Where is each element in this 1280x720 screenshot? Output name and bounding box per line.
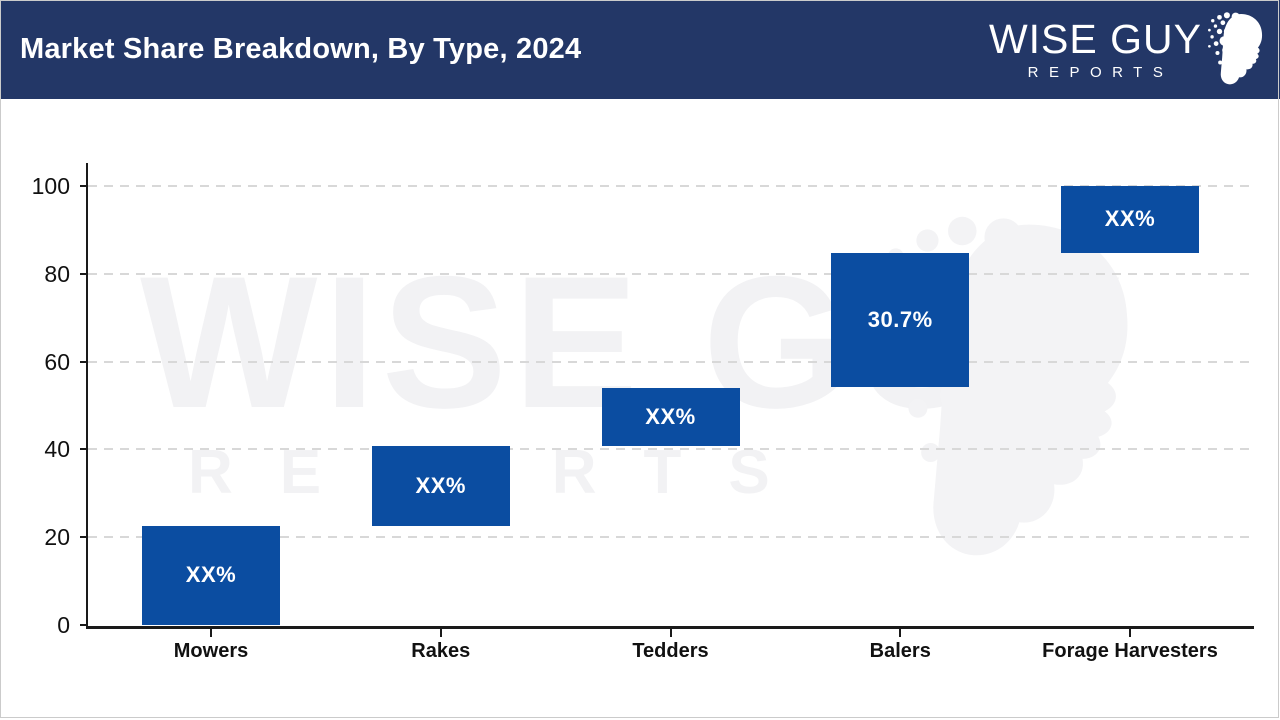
- y-axis-tick: [80, 185, 88, 187]
- x-category-label: Tedders: [632, 640, 709, 662]
- y-axis-tick: [80, 624, 88, 626]
- y-tick-label: 60: [44, 348, 70, 375]
- x-axis-tick: [1129, 629, 1131, 637]
- x-axis-tick: [439, 629, 442, 637]
- y-axis-line: [86, 163, 88, 629]
- bar-value-label: XX%: [1104, 206, 1156, 232]
- x-axis-tick: [210, 629, 212, 637]
- y-tick-label: 80: [44, 260, 70, 287]
- bar-value-label: XX%: [645, 403, 696, 429]
- gridline: [88, 448, 1254, 451]
- logo-wordmark: WISE GUY REPORTS: [988, 16, 1202, 82]
- chart-title: Market Share Breakdown, By Type, 2024: [20, 33, 582, 65]
- bar-value-label: XX%: [185, 562, 237, 588]
- y-axis-tick: [80, 360, 88, 363]
- x-axis-tick: [899, 629, 902, 637]
- x-category-label: Mowers: [173, 640, 249, 662]
- header-bar: Market Share Breakdown, By Type, 2024 WI…: [0, 0, 1280, 99]
- x-category-label: Balers: [869, 640, 931, 662]
- bar-rakes: XX%: [371, 446, 510, 526]
- x-category-label: Forage Harvesters: [1042, 640, 1218, 662]
- bar-value-label: XX%: [415, 473, 466, 499]
- y-tick-label: 0: [57, 612, 70, 638]
- x-axis-tick: [669, 629, 672, 637]
- gridline: [88, 185, 1254, 187]
- x-axis-line: [86, 626, 1254, 629]
- logo-wordmark-line1: WISE GUY: [988, 16, 1202, 62]
- y-axis-tick: [80, 448, 88, 451]
- logo-wordmark-line2: REPORTS: [1027, 64, 1174, 81]
- gridline: [88, 536, 1254, 539]
- gridline: [88, 360, 1254, 363]
- x-category-label: Rakes: [411, 640, 471, 662]
- wise-guy-head-icon: [1208, 12, 1263, 85]
- bar-value-label: 30.7%: [867, 307, 933, 333]
- y-axis-tick: [80, 272, 88, 275]
- y-tick-label: 100: [31, 173, 70, 199]
- y-axis-tick: [80, 536, 88, 539]
- bar-forage-harvesters: XX%: [1061, 186, 1199, 253]
- wise-guy-logo: WISE GUY REPORTS: [989, 4, 1268, 96]
- y-tick-label: 40: [44, 436, 70, 463]
- gridline: [88, 272, 1254, 275]
- bar-tedders: XX%: [601, 387, 740, 447]
- bar-mowers: XX%: [142, 525, 280, 625]
- bar-balers: 30.7%: [831, 252, 970, 388]
- y-tick-label: 20: [44, 524, 70, 551]
